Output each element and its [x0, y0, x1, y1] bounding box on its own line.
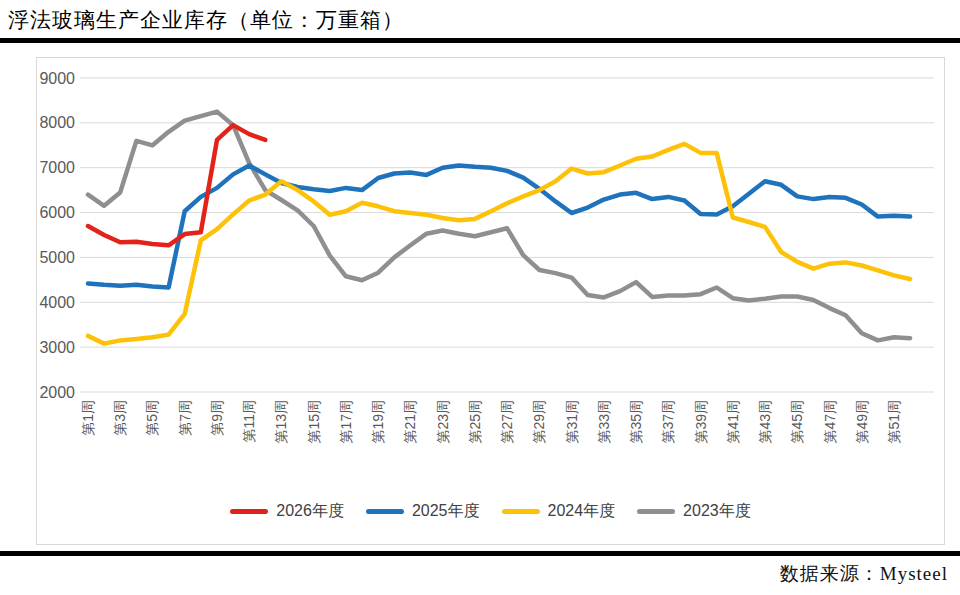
legend-swatch — [366, 509, 404, 514]
x-axis-tick-label: 第19周 — [370, 400, 386, 444]
x-axis-tick-label: 第3周 — [112, 400, 128, 436]
x-axis-tick-label: 第1周 — [80, 400, 96, 436]
x-axis-tick-label: 第31周 — [564, 400, 580, 444]
legend-label: 2024年度 — [548, 501, 616, 522]
x-axis-tick-label: 第27周 — [499, 400, 515, 444]
legend-swatch — [637, 509, 675, 514]
x-axis-tick-label: 第49周 — [854, 400, 870, 444]
legend-item-2026年度: 2026年度 — [230, 501, 344, 522]
x-axis-tick-label: 第11周 — [241, 400, 257, 443]
x-axis-tick-label: 第43周 — [757, 400, 773, 444]
x-axis-tick-label: 第37周 — [660, 400, 676, 444]
y-axis-tick-label: 2000 — [39, 384, 75, 401]
line-chart-plot: 20003000400050006000700080009000第1周第3周第5… — [37, 58, 944, 544]
x-axis-tick-label: 第15周 — [306, 400, 322, 444]
title-divider — [0, 38, 960, 43]
x-axis-tick-label: 第7周 — [177, 400, 193, 436]
x-axis-tick-label: 第47周 — [822, 400, 838, 444]
data-source-label: 数据来源：Mysteel — [780, 561, 948, 587]
y-axis-tick-label: 9000 — [39, 70, 75, 87]
chart-legend: 2026年度 2025年度 2024年度 2023年度 — [37, 501, 944, 522]
x-axis-tick-label: 第5周 — [144, 400, 160, 436]
x-axis-tick-label: 第21周 — [402, 400, 418, 444]
y-axis-tick-label: 6000 — [39, 204, 75, 221]
series-line-2023年度 — [88, 112, 910, 341]
chart-area: 20003000400050006000700080009000第1周第3周第5… — [36, 57, 945, 545]
x-axis-tick-label: 第23周 — [435, 400, 451, 444]
x-axis-tick-label: 第41周 — [725, 400, 741, 444]
x-axis-tick-label: 第17周 — [338, 400, 354, 444]
x-axis-tick-label: 第29周 — [531, 400, 547, 444]
x-axis-tick-label: 第39周 — [693, 400, 709, 444]
y-axis-tick-label: 8000 — [39, 114, 75, 131]
y-axis-tick-label: 3000 — [39, 339, 75, 356]
bottom-divider — [0, 551, 960, 556]
legend-label: 2026年度 — [276, 501, 344, 522]
x-axis-tick-label: 第51周 — [886, 400, 902, 444]
legend-item-2024年度: 2024年度 — [502, 501, 616, 522]
chart-title: 浮法玻璃生产企业库存（单位：万重箱） — [8, 6, 404, 34]
legend-label: 2025年度 — [412, 501, 480, 522]
x-axis-tick-label: 第33周 — [596, 400, 612, 444]
x-axis-tick-label: 第13周 — [273, 400, 289, 444]
x-axis-tick-label: 第9周 — [209, 400, 225, 436]
legend-label: 2023年度 — [683, 501, 751, 522]
y-axis-tick-label: 4000 — [39, 294, 75, 311]
legend-item-2023年度: 2023年度 — [637, 501, 751, 522]
y-axis-tick-label: 5000 — [39, 249, 75, 266]
y-axis-tick-label: 7000 — [39, 159, 75, 176]
x-axis-tick-label: 第25周 — [467, 400, 483, 444]
legend-item-2025年度: 2025年度 — [366, 501, 480, 522]
legend-swatch — [230, 509, 268, 514]
x-axis-tick-label: 第45周 — [789, 400, 805, 444]
legend-swatch — [502, 509, 540, 514]
x-axis-tick-label: 第35周 — [628, 400, 644, 444]
